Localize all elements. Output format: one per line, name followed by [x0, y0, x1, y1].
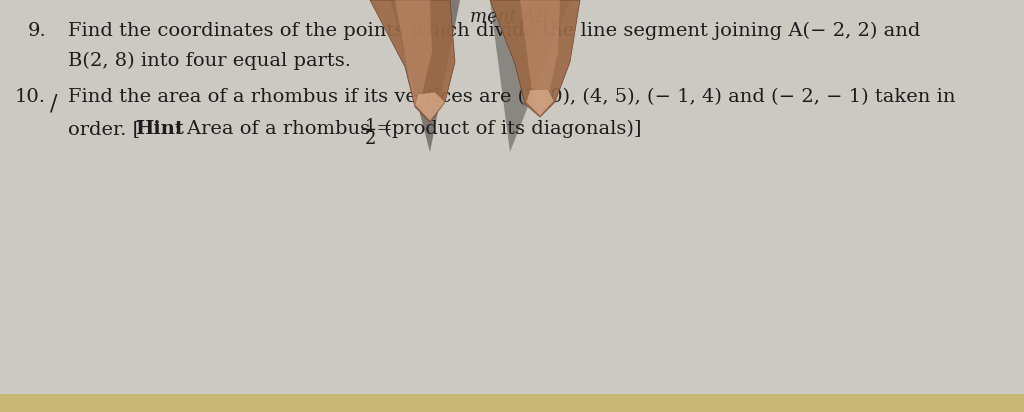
Text: Find the area of a rhombus if its vertices are (3, 0), (4, 5), (− 1, 4) and (− 2: Find the area of a rhombus if its vertic… [68, 88, 955, 106]
Text: /: / [50, 92, 57, 114]
Polygon shape [526, 89, 554, 116]
Polygon shape [370, 0, 455, 122]
Polygon shape [415, 92, 445, 121]
Text: (product of its diagonals)]: (product of its diagonals)] [378, 120, 641, 138]
Text: Hint: Hint [135, 120, 184, 138]
Text: order. [: order. [ [68, 120, 140, 138]
Text: 9.: 9. [28, 22, 47, 40]
Polygon shape [520, 0, 560, 117]
Text: Find the coordinates of the points which divide the line segment joining A(− 2, : Find the coordinates of the points which… [68, 22, 921, 40]
Text: ment AB.: ment AB. [470, 8, 554, 26]
Bar [0, 394, 1024, 412]
Text: 1: 1 [365, 118, 377, 136]
Polygon shape [490, 0, 580, 117]
Polygon shape [395, 0, 432, 107]
Polygon shape [390, 0, 460, 152]
Text: : Area of a rhombus =: : Area of a rhombus = [168, 120, 399, 138]
Text: B(2, 8) into four equal parts.: B(2, 8) into four equal parts. [68, 52, 351, 70]
Text: 10.: 10. [15, 88, 46, 106]
Text: 2: 2 [365, 130, 377, 148]
Polygon shape [490, 0, 570, 152]
